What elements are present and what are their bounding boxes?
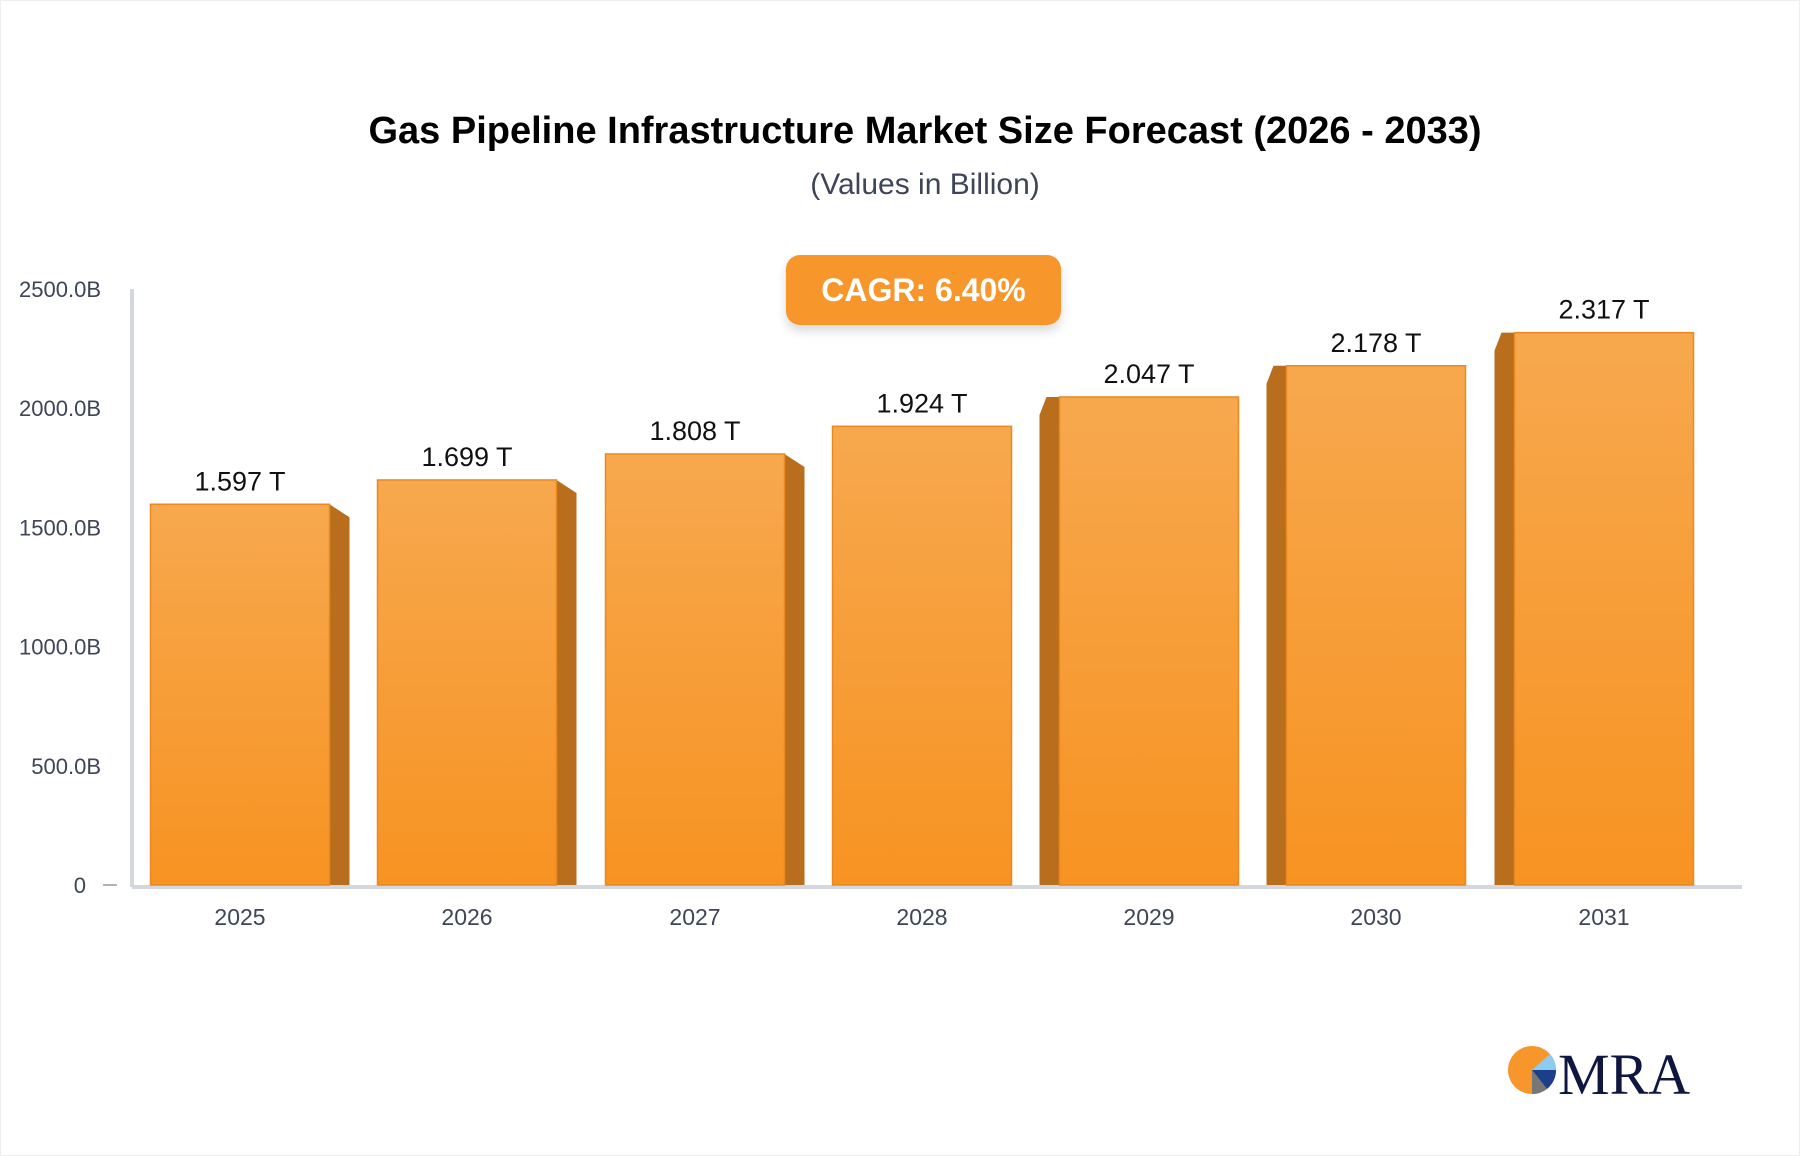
mra-logo: MRA bbox=[1508, 1042, 1690, 1107]
y-tick-label: 1000.0B bbox=[19, 635, 101, 660]
bar-side-face bbox=[1266, 365, 1287, 886]
x-tick-label: 2026 bbox=[441, 904, 492, 930]
x-tick-label: 2030 bbox=[1350, 904, 1401, 930]
x-tick-label: 2025 bbox=[214, 904, 265, 930]
bar-value-label: 2.047 T bbox=[1103, 359, 1194, 389]
x-tick-label: 2031 bbox=[1578, 904, 1629, 930]
logo-text: MRA bbox=[1558, 1042, 1690, 1107]
bar-value-label: 1.597 T bbox=[194, 466, 285, 496]
y-tick-label: 1500.0B bbox=[19, 515, 101, 540]
bar-2027 bbox=[604, 453, 786, 886]
bar-2030 bbox=[1285, 365, 1467, 886]
bar-value-label: 2.178 T bbox=[1330, 328, 1421, 358]
x-tick-label: 2028 bbox=[896, 904, 947, 930]
bar-value-label: 1.924 T bbox=[876, 388, 967, 418]
bar-2029 bbox=[1058, 396, 1240, 886]
y-tick-label: 2500.0B bbox=[19, 277, 101, 302]
y-tick-label: 2000.0B bbox=[19, 396, 101, 421]
y-tick-label: 0 bbox=[74, 873, 86, 898]
bar-2026 bbox=[376, 479, 558, 886]
chart-title: Gas Pipeline Infrastructure Market Size … bbox=[368, 110, 1482, 152]
bar-side-face bbox=[1039, 396, 1060, 885]
bar-side-face bbox=[1494, 332, 1515, 885]
x-tick-label: 2027 bbox=[669, 904, 720, 930]
bar-2028 bbox=[831, 425, 1013, 886]
bar-side-face bbox=[329, 504, 350, 885]
cagr-badge: CAGR: 6.40% bbox=[786, 255, 1061, 325]
bar-side-face bbox=[784, 453, 805, 885]
bar-value-label: 1.808 T bbox=[649, 416, 740, 446]
bar-value-label: 2.317 T bbox=[1558, 295, 1649, 325]
bar-value-label: 1.699 T bbox=[421, 442, 512, 472]
chart-subtitle: (Values in Billion) bbox=[810, 168, 1040, 201]
bar-2025 bbox=[149, 503, 331, 886]
bar-2031 bbox=[1513, 331, 1695, 886]
y-tick-label: 500.0B bbox=[31, 754, 101, 779]
x-tick-label: 2029 bbox=[1123, 904, 1174, 930]
bar-side-face bbox=[556, 479, 577, 885]
